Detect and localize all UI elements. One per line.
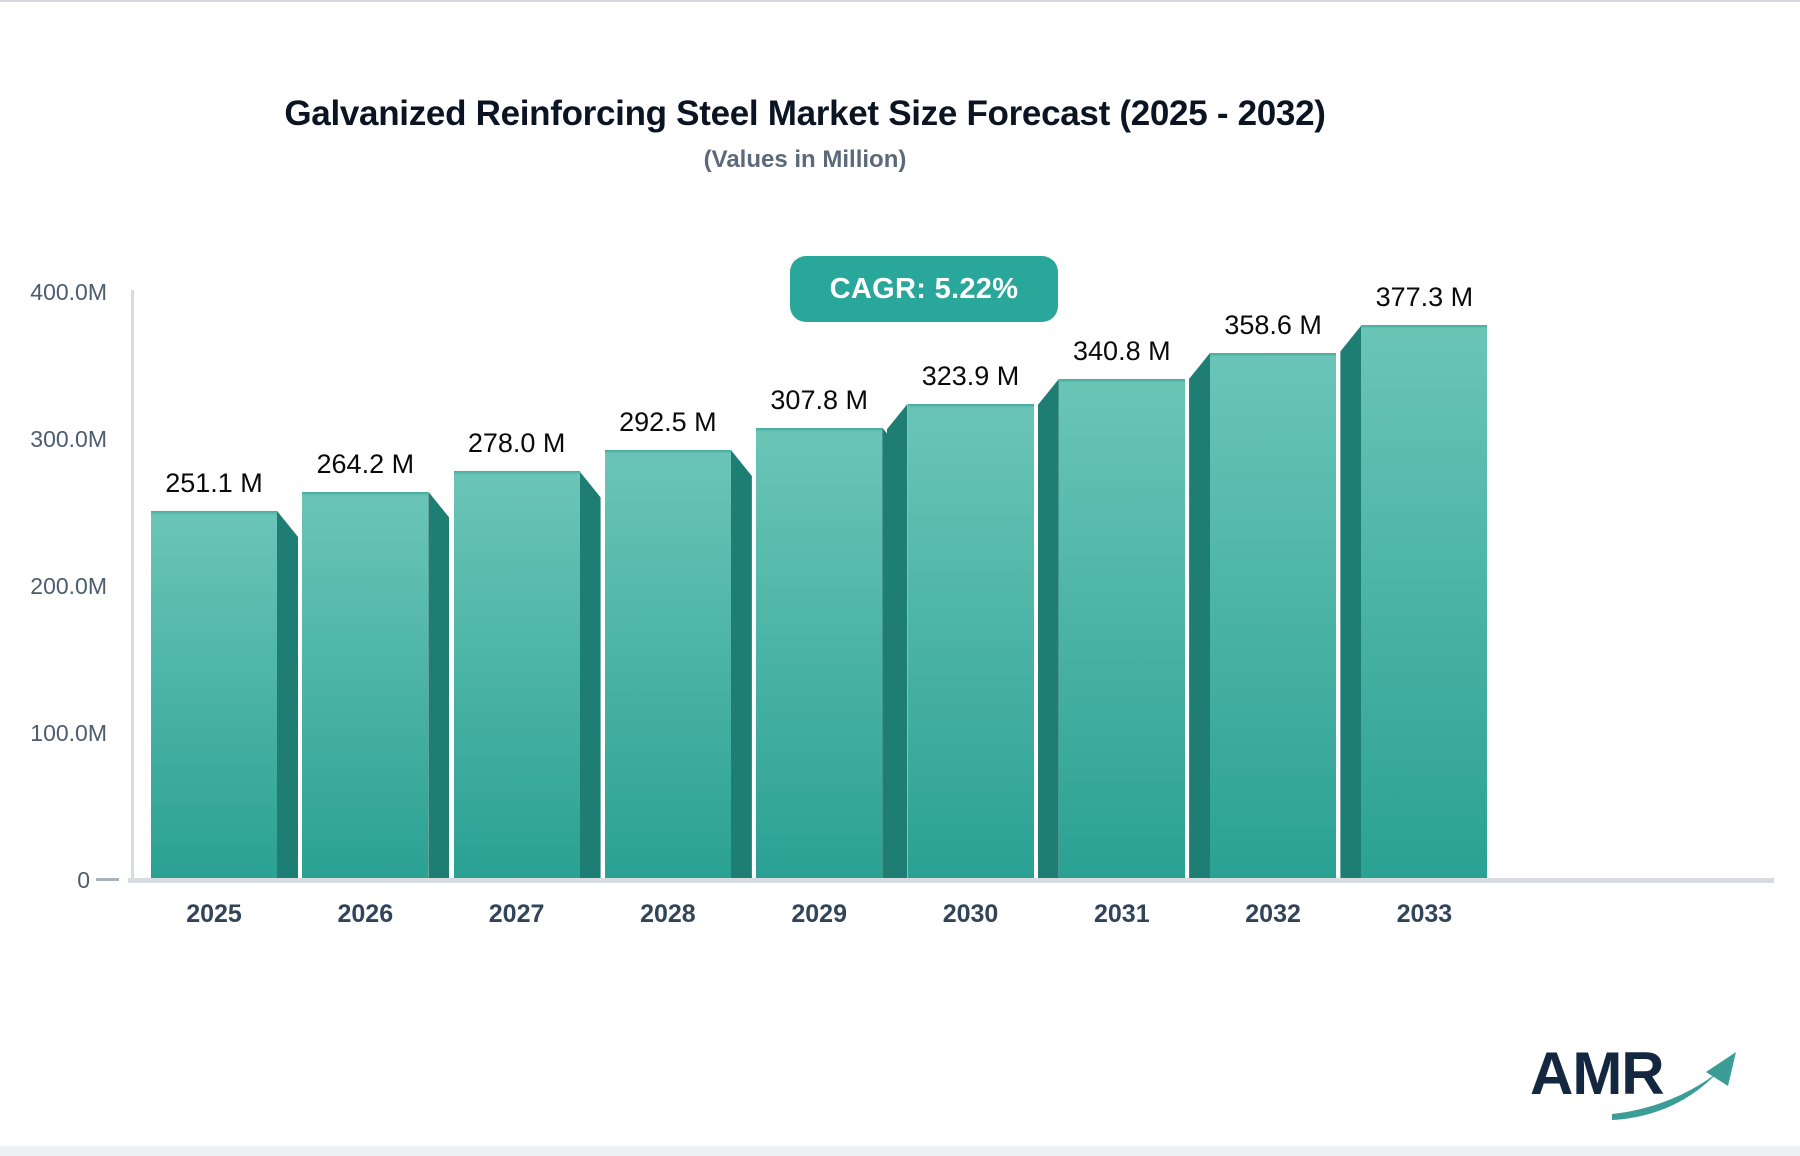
bar-value-label: 292.5 M xyxy=(619,407,717,438)
bar-2026 xyxy=(302,491,429,880)
y-axis-tick-label: 300.0M xyxy=(30,426,107,452)
bar-2031 xyxy=(1058,379,1185,880)
amr-logo: AMR xyxy=(1522,1036,1742,1126)
bar-2032 xyxy=(1210,352,1337,880)
x-axis-tick-label: 2032 xyxy=(1245,900,1301,928)
bar-value-label: 251.1 M xyxy=(165,467,263,498)
bar-2029 xyxy=(756,427,883,880)
bar-side-2028 xyxy=(730,450,752,880)
bar-2025 xyxy=(151,510,277,880)
footer-strip xyxy=(0,1146,1800,1156)
bar-side-2026 xyxy=(428,491,450,880)
x-axis-tick-label: 2026 xyxy=(337,900,394,928)
x-axis-tick-label: 2033 xyxy=(1396,900,1453,928)
amr-logo-text: AMR xyxy=(1530,1040,1665,1107)
x-axis-tick-label: 2027 xyxy=(488,900,545,928)
x-axis-tick-label: 2025 xyxy=(186,900,242,928)
x-axis-baseline xyxy=(128,878,1774,883)
bar-2033 xyxy=(1361,325,1488,880)
x-axis-tick-label: 2029 xyxy=(791,900,847,928)
bar-side-2033 xyxy=(1340,325,1362,880)
y-axis-tick-label: 200.0M xyxy=(30,573,107,599)
bar-value-label: 358.6 M xyxy=(1224,309,1322,340)
bar-value-label: 264.2 M xyxy=(316,448,415,479)
bar-value-label: 278.0 M xyxy=(467,428,566,459)
cagr-badge: CAGR: 5.22% xyxy=(790,256,1058,322)
top-border-line xyxy=(0,0,1800,2)
y-axis-tick-label: 400.0M xyxy=(30,279,107,305)
bar-value-label: 340.8 M xyxy=(1073,336,1171,367)
bar-2030 xyxy=(907,403,1034,880)
bar-2027 xyxy=(453,471,580,880)
chart-subtitle: (Values in Million) xyxy=(703,146,907,173)
bar-side-2031 xyxy=(1037,379,1059,880)
bar-value-label: 377.3 M xyxy=(1375,282,1474,313)
bar-value-label: 307.8 M xyxy=(770,384,868,415)
y-axis-tick-label: 0 xyxy=(77,867,90,893)
chart-title: Galvanized Reinforcing Steel Market Size… xyxy=(284,94,1326,133)
y-axis-line xyxy=(131,290,134,882)
bar-2028 xyxy=(604,450,731,880)
growth-arrow-icon xyxy=(1612,1052,1736,1120)
bar-side-2025 xyxy=(277,510,298,880)
bar-side-2032 xyxy=(1189,352,1211,880)
y-axis-tick-label: 100.0M xyxy=(30,720,107,746)
x-axis-tick-label: 2030 xyxy=(942,900,999,928)
x-axis-tick-label: 2028 xyxy=(640,900,696,928)
zero-tick-mark xyxy=(96,878,119,881)
x-axis-tick-label: 2031 xyxy=(1093,900,1150,928)
bar-value-label: 323.9 M xyxy=(921,360,1020,391)
bar-side-2027 xyxy=(579,471,601,880)
bar-side-2030 xyxy=(886,403,908,880)
